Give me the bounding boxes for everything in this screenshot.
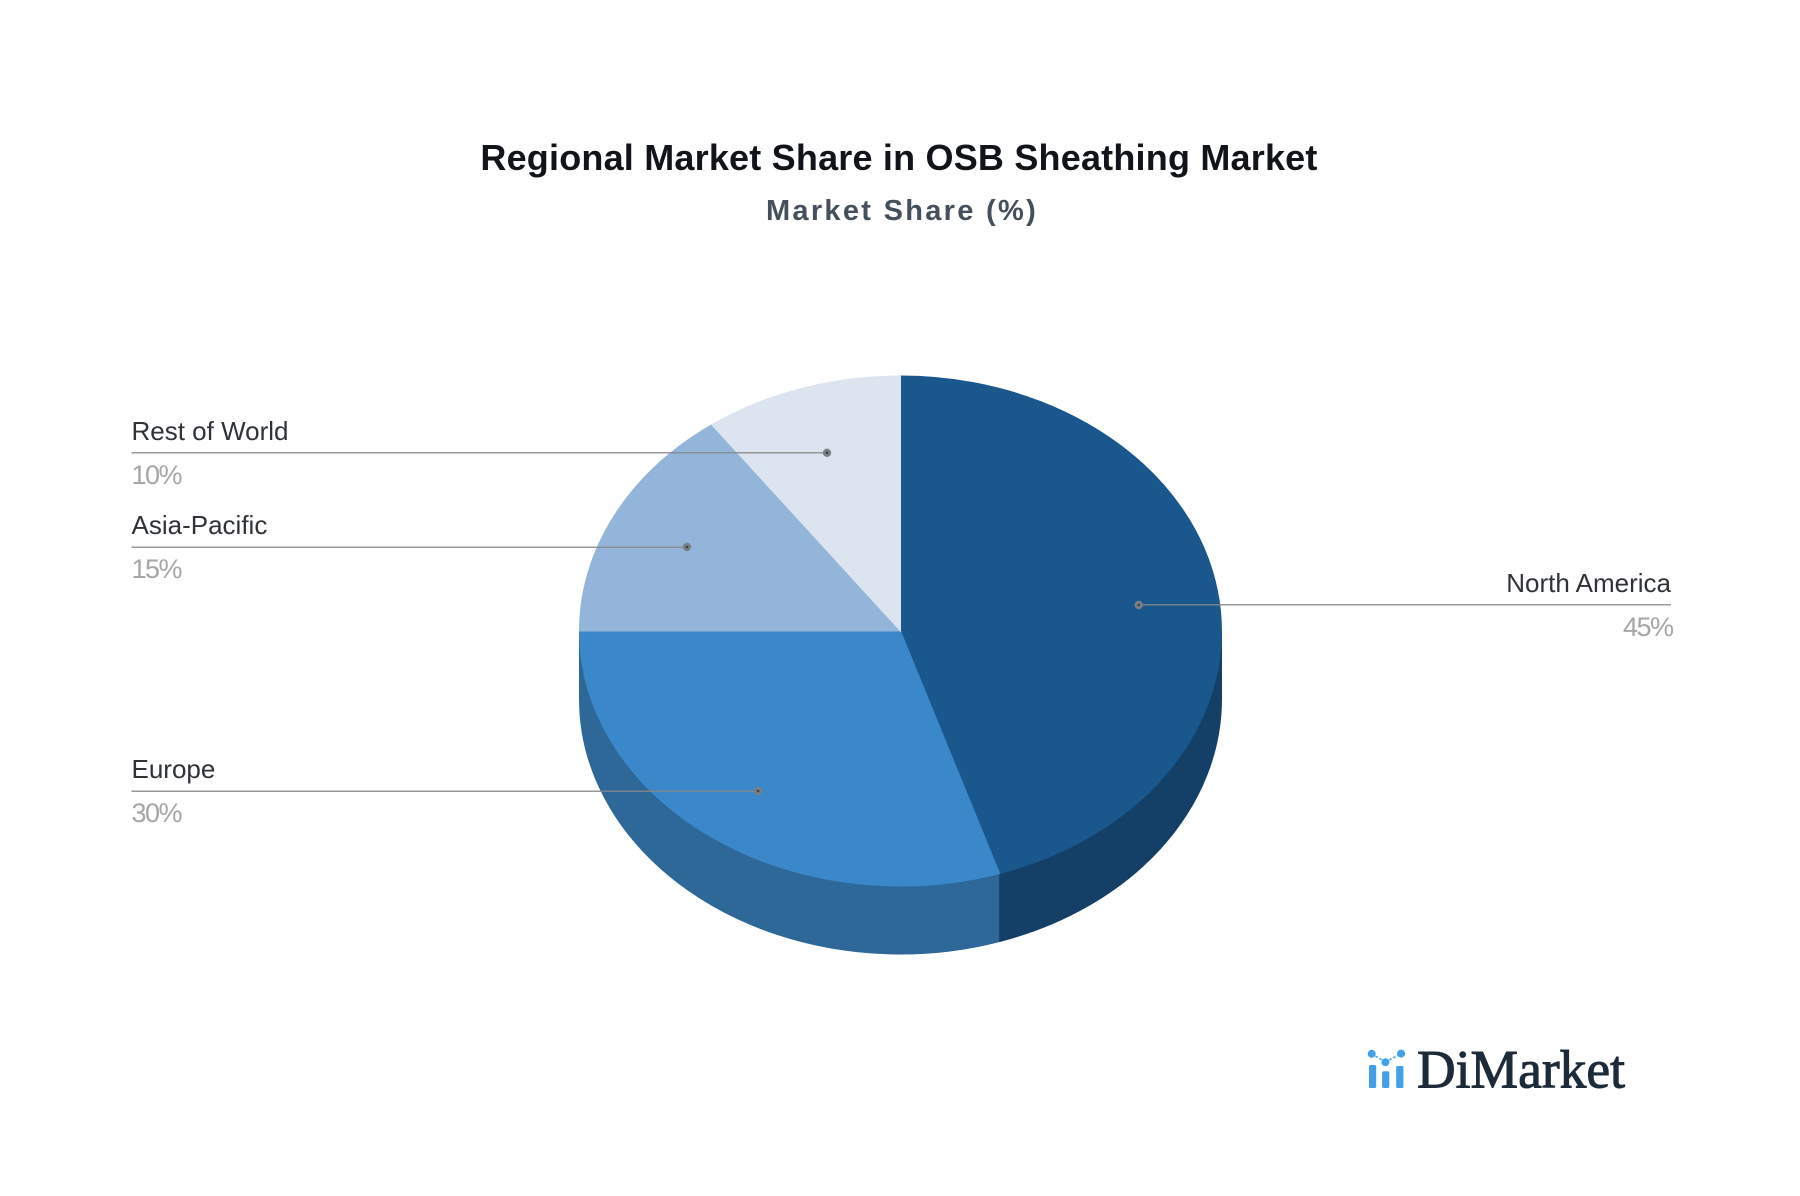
- svg-text:Europe: Europe: [132, 754, 216, 784]
- svg-text:15%: 15%: [132, 554, 183, 584]
- svg-text:Regional Market Share in OSB S: Regional Market Share in OSB Sheathing M…: [480, 137, 1317, 178]
- svg-text:10%: 10%: [132, 460, 183, 490]
- svg-text:North America: North America: [1506, 568, 1671, 598]
- svg-text:30%: 30%: [132, 798, 183, 828]
- svg-text:Market Share (%): Market Share (%): [766, 195, 1038, 227]
- svg-text:Rest of World: Rest of World: [132, 416, 289, 446]
- svg-text:Asia-Pacific: Asia-Pacific: [132, 510, 268, 540]
- svg-text:45%: 45%: [1623, 612, 1674, 642]
- svg-text:DiMarket: DiMarket: [1417, 1040, 1625, 1100]
